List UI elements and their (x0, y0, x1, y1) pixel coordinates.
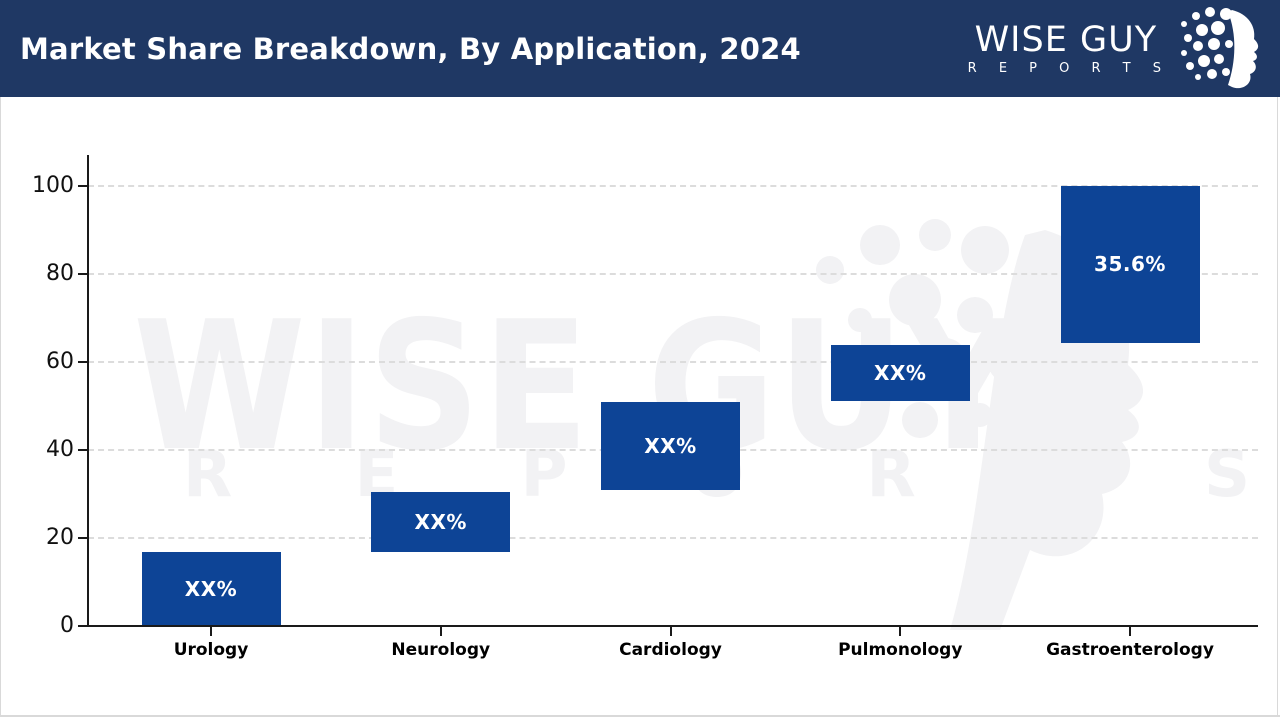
chart-title: Market Share Breakdown, By Application, … (20, 31, 801, 66)
y-tick-100 (78, 185, 87, 187)
x-tick-cardiology (669, 627, 672, 636)
x-axis-line (87, 625, 1258, 627)
x-tick-label-urology: Urology (173, 640, 249, 660)
y-tick-40 (78, 449, 87, 451)
bar-label-cardiology: XX% (644, 434, 697, 459)
bar-label-urology: XX% (184, 577, 238, 602)
gridline-y-60 (88, 361, 1258, 363)
page-border-right (1277, 97, 1278, 717)
x-tick-label-pulmonology: Pulmonology (838, 640, 963, 660)
x-tick-neurology (439, 627, 442, 636)
x-tick-label-cardiology: Cardiology (619, 640, 722, 660)
y-tick-80 (78, 273, 87, 275)
gridline-y-80 (88, 273, 1258, 275)
x-tick-pulmonology (899, 627, 902, 636)
y-tick-label-80: 80 (46, 261, 74, 286)
y-tick-label-40: 40 (46, 437, 74, 462)
bar-pulmonology: XX% (830, 344, 970, 401)
bar-label-gastroenterology: 35.6% (1094, 252, 1166, 277)
page-border-bottom (0, 715, 1280, 717)
bar-label-neurology: XX% (414, 510, 467, 535)
bar-urology: XX% (141, 552, 281, 626)
bar-neurology: XX% (371, 492, 511, 553)
gridline-y-20 (88, 537, 1258, 539)
y-tick-label-20: 20 (46, 525, 74, 550)
x-tick-urology (210, 627, 212, 636)
page-border-left (0, 97, 1, 717)
header: Market Share Breakdown, By Application, … (0, 0, 1280, 97)
wise-guy-logo: WISE GUY R E P O R T S (962, 6, 1266, 92)
y-tick-label-60: 60 (46, 349, 74, 374)
logo-wordmark: WISE GUY (974, 20, 1158, 61)
bar-cardiology: XX% (601, 402, 740, 491)
logo-subtext: R E P O R T S (967, 60, 1170, 76)
y-tick-label-100: 100 (32, 173, 74, 198)
y-tick-60 (78, 361, 87, 363)
y-tick-20 (78, 537, 87, 539)
y-tick-0 (78, 625, 87, 627)
x-tick-label-gastroenterology: Gastroenterology (1046, 640, 1214, 660)
logo-text: WISE GUY R E P O R T S (962, 22, 1170, 76)
logo-head-icon (1181, 7, 1259, 89)
bar-gastroenterology: 35.6% (1060, 186, 1200, 343)
gridline-y-100 (88, 185, 1258, 187)
bar-label-pulmonology: XX% (874, 360, 927, 385)
y-axis-line (87, 155, 89, 627)
x-tick-label-neurology: Neurology (391, 640, 491, 660)
y-tick-label-0: 0 (60, 613, 74, 638)
x-tick-gastroenterology (1129, 627, 1131, 636)
